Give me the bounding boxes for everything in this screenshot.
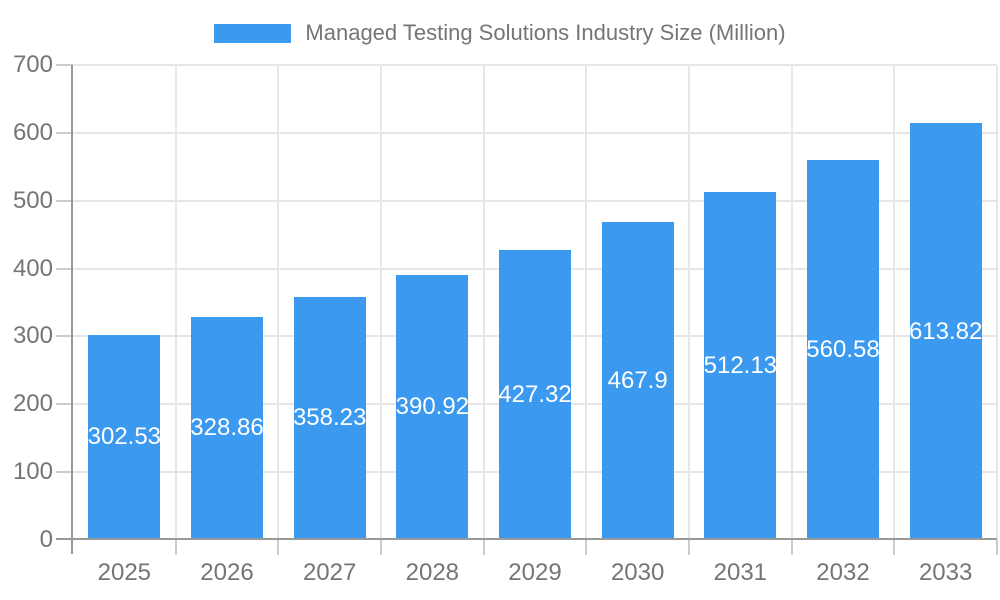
bar-value-label: 302.53 xyxy=(87,423,162,451)
bar[interactable] xyxy=(909,123,982,540)
bar-value-label: 560.58 xyxy=(806,335,880,363)
y-axis-label: 400 xyxy=(12,254,53,282)
gridline-vertical xyxy=(277,65,280,540)
y-axis-label: 300 xyxy=(12,322,53,350)
x-axis-tick xyxy=(688,540,690,555)
gridline-vertical xyxy=(996,65,998,540)
gridline-vertical xyxy=(585,65,588,540)
y-axis-tick xyxy=(56,335,73,338)
x-axis-tick xyxy=(790,540,793,555)
x-axis-line xyxy=(56,538,997,540)
x-axis-tick xyxy=(277,540,280,555)
x-axis-tick xyxy=(174,540,177,555)
bar[interactable] xyxy=(601,222,674,540)
y-axis-tick xyxy=(56,403,73,406)
x-axis-label: 2032 xyxy=(816,559,870,586)
gridline-horizontal xyxy=(73,199,997,202)
bar[interactable] xyxy=(396,274,469,540)
bar-value-label: 390.92 xyxy=(395,393,470,421)
x-axis-tick xyxy=(482,540,485,555)
x-axis-label: 2031 xyxy=(713,559,768,586)
gridline-vertical xyxy=(688,65,690,540)
y-axis-tick xyxy=(56,64,73,66)
y-axis-tick xyxy=(56,267,73,270)
gridline-vertical xyxy=(790,65,793,540)
bar[interactable] xyxy=(704,192,777,540)
bar-value-label: 467.9 xyxy=(607,367,668,395)
chart-legend[interactable]: Managed Testing Solutions Industry Size … xyxy=(0,17,1000,49)
y-axis-label: 100 xyxy=(12,458,53,486)
x-axis-label: 2025 xyxy=(97,559,152,586)
bar-value-label: 512.13 xyxy=(703,352,778,380)
x-axis-label: 2030 xyxy=(610,559,665,586)
bar-value-label: 358.23 xyxy=(292,404,367,432)
bar[interactable] xyxy=(88,334,161,540)
x-axis-tick xyxy=(996,540,998,555)
y-axis-label: 200 xyxy=(12,390,53,418)
gridline-horizontal xyxy=(73,131,997,134)
bar[interactable] xyxy=(293,296,366,540)
bar-value-label: 328.86 xyxy=(190,414,264,442)
legend-swatch xyxy=(214,23,292,43)
x-axis-tick xyxy=(893,540,896,555)
gridline-horizontal xyxy=(73,64,997,66)
gridline-vertical xyxy=(174,65,177,540)
y-axis-tick xyxy=(56,199,73,202)
gridline-vertical xyxy=(893,65,896,540)
plot-area: 0 100 200 300 400 500 600 700 302.53 2025 328.86 20… xyxy=(13,51,998,586)
bar[interactable] xyxy=(807,159,879,540)
y-axis-tick xyxy=(56,471,73,474)
y-axis-line xyxy=(71,65,73,554)
y-axis-label: 600 xyxy=(12,118,53,146)
gridline-vertical xyxy=(380,65,382,540)
bar[interactable] xyxy=(191,316,263,540)
x-axis-label: 2026 xyxy=(200,559,254,586)
x-axis-label: 2028 xyxy=(405,559,460,586)
y-axis-tick xyxy=(56,131,73,134)
bar-value-label: 427.32 xyxy=(498,381,572,409)
x-axis-label: 2029 xyxy=(508,559,562,586)
x-axis-label: 2027 xyxy=(302,559,357,586)
bar[interactable] xyxy=(499,250,571,540)
bar-value-label: 613.82 xyxy=(908,317,983,345)
gridline-vertical xyxy=(482,65,485,540)
y-axis-label: 700 xyxy=(12,51,53,78)
y-axis-label: 0 xyxy=(39,526,53,553)
x-axis-tick xyxy=(380,540,382,555)
y-axis-label: 500 xyxy=(12,186,53,214)
legend-label: Managed Testing Solutions Industry Size … xyxy=(305,20,786,45)
x-axis-label: 2033 xyxy=(918,559,973,586)
x-axis-tick xyxy=(585,540,588,555)
